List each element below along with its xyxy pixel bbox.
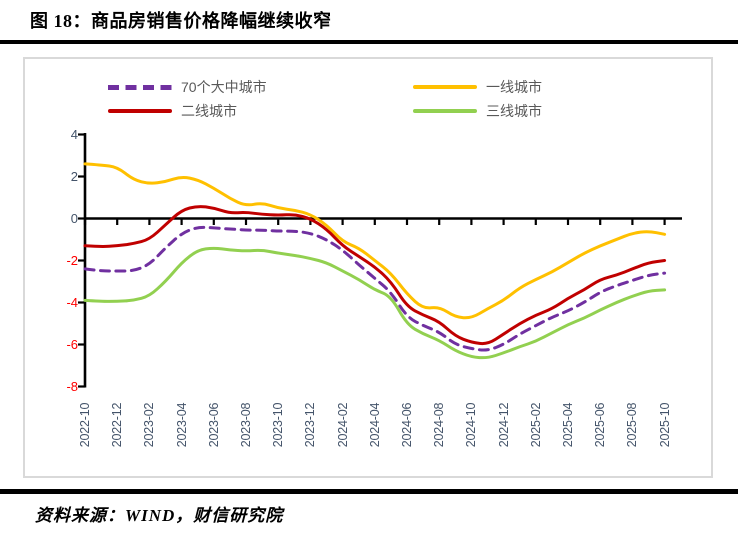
- y-axis-tick-label: 4: [70, 126, 78, 142]
- x-axis-tick-label: 2023-06: [206, 402, 221, 448]
- y-axis-tick-label: 0: [70, 210, 78, 226]
- x-axis-tick-label: 2024-06: [400, 402, 414, 448]
- series-line-tier3: [83, 246, 667, 360]
- legend-label: 一线城市: [486, 79, 542, 95]
- y-axis-tick-label: -6: [66, 336, 78, 352]
- x-axis-tick-label: 2025-10: [657, 402, 672, 448]
- x-axis-tick-label: 2023-04: [174, 402, 189, 448]
- x-axis-tick-label: 2024-02: [335, 402, 350, 448]
- figure-title: 图 18：商品房销售价格降幅继续收窄: [30, 11, 332, 31]
- legend-item-70-cities: 70个大中城市: [108, 79, 267, 95]
- figure-source: 资料来源：WIND，财信研究院: [35, 506, 284, 525]
- title-divider-rule: [0, 40, 738, 44]
- y-axis-tick-label: -8: [66, 378, 78, 394]
- x-axis-tick-label: 2024-08: [432, 402, 447, 448]
- y-axis-tick-label: 2: [70, 168, 78, 184]
- legend-item-tier3: 三线城市: [413, 103, 542, 119]
- legend-swatch-solid-darkred: [108, 109, 172, 113]
- x-axis-tick-label: 2024-10: [464, 402, 479, 448]
- y-axis-tick-label: -4: [66, 294, 78, 310]
- x-axis-tick-label: 2024-04: [367, 402, 382, 448]
- legend-swatch-solid-gold: [413, 85, 477, 89]
- x-axis-tick-label: 2025-02: [528, 402, 543, 448]
- x-axis-tick-label: 2023-12: [303, 402, 318, 448]
- x-axis-tick-label: 2025-06: [593, 402, 608, 448]
- x-axis-tick-label: 2023-02: [142, 402, 157, 448]
- x-axis-tick-label: 2023-08: [239, 402, 253, 448]
- x-axis-tick-label: 2025-04: [561, 402, 575, 448]
- legend-label: 70个大中城市: [181, 79, 267, 95]
- x-axis-tick-label: 2025-08: [625, 402, 640, 448]
- legend-label: 二线城市: [181, 103, 237, 119]
- series-line-cities70: [83, 225, 667, 352]
- legend-item-tier2: 二线城市: [108, 103, 237, 119]
- legend-item-tier1: 一线城市: [413, 79, 542, 95]
- legend-swatch-solid-green: [413, 109, 477, 113]
- x-axis-tick-label: 2024-12: [496, 402, 511, 448]
- legend-label: 三线城市: [486, 103, 542, 119]
- chart-container: 70个大中城市 一线城市 二线城市 三线城市 4 2 0 -2 -4 -6 -8 2022-1…: [23, 57, 713, 478]
- x-axis-tick-label: 2023-10: [271, 402, 286, 448]
- line-chart-plot: [78, 133, 682, 388]
- source-divider-rule: [0, 489, 738, 494]
- x-axis-tick-label: 2022-10: [78, 402, 92, 448]
- legend-swatch-dashed-purple: [108, 84, 172, 90]
- x-axis-tick-label: 2022-12: [110, 402, 125, 448]
- series-line-tier2: [83, 205, 667, 346]
- y-axis-tick-label: -2: [66, 252, 78, 268]
- series-line-tier1: [83, 162, 667, 320]
